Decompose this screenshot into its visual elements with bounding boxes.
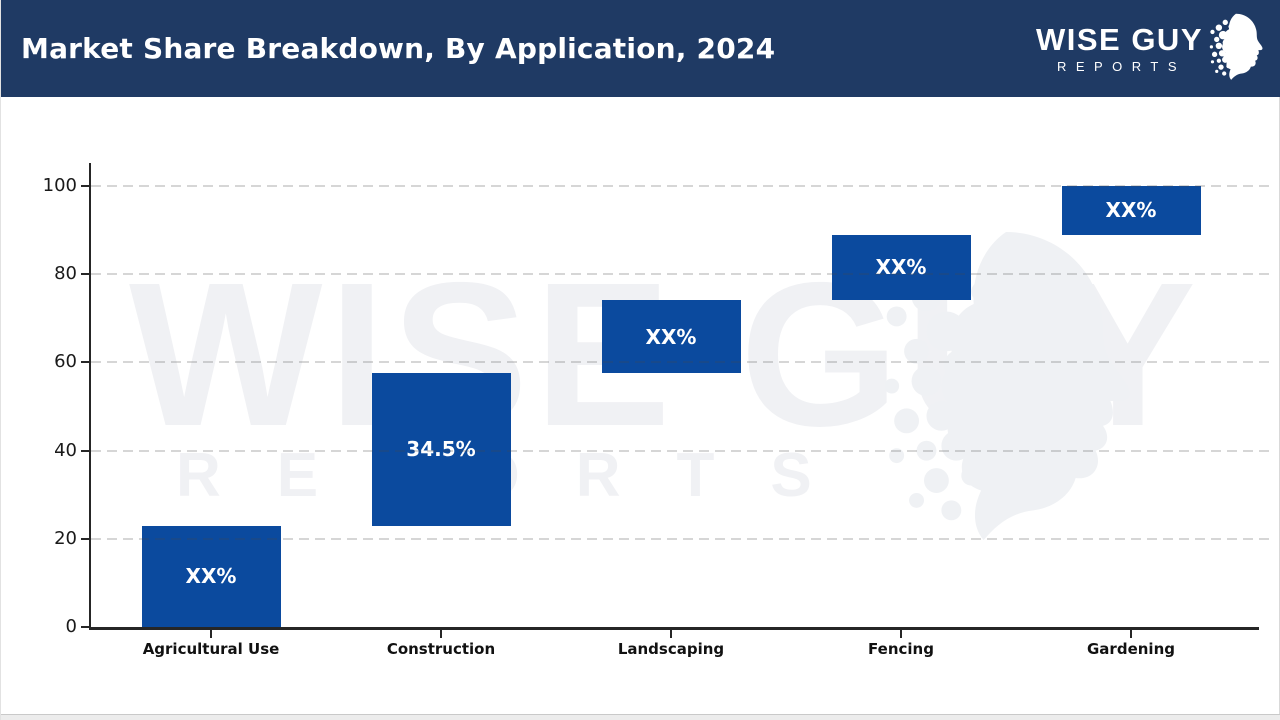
y-tick-60 xyxy=(81,361,89,364)
category-label-construction: Construction xyxy=(386,640,496,658)
bar-construction: 34.5% xyxy=(371,373,511,526)
bar-gardening: XX% xyxy=(1061,186,1201,235)
y-tick-80 xyxy=(81,273,89,276)
x-tick-construction xyxy=(440,630,442,638)
x-axis-line xyxy=(89,627,1259,630)
x-tick-landscaping xyxy=(670,630,672,638)
gridline-60 xyxy=(91,361,1273,364)
bar-label-landscaping: XX% xyxy=(645,324,697,349)
bar-label-gardening: XX% xyxy=(1105,198,1157,223)
y-tick-0 xyxy=(81,626,89,628)
logo-wordmark: WISE GUY xyxy=(1035,22,1203,58)
chart-title: Market Share Breakdown, By Application, … xyxy=(21,32,776,65)
gridline-80 xyxy=(91,273,1273,276)
bar-agricultural-use: XX% xyxy=(141,525,281,627)
bar-fencing: XX% xyxy=(831,234,971,300)
footer-divider xyxy=(1,714,1280,720)
gridline-20 xyxy=(91,537,1273,540)
y-axis-line xyxy=(89,163,91,630)
wiseguy-logo: WISE GUY REPORTS xyxy=(1036,8,1269,90)
x-tick-fencing xyxy=(900,630,902,638)
y-tick-20 xyxy=(81,537,89,540)
y-tick-label-20: 20 xyxy=(54,527,77,549)
y-tick-100 xyxy=(81,185,89,187)
wiseguy-logo-text: WISE GUY REPORTS xyxy=(1036,24,1203,74)
y-tick-label-100: 100 xyxy=(42,175,77,196)
category-label-agricultural-use: Agricultural Use xyxy=(142,640,280,658)
y-tick-label-0: 0 xyxy=(65,616,77,637)
logo-subtitle: REPORTS xyxy=(1056,58,1187,74)
header-banner: Market Share Breakdown, By Application, … xyxy=(1,0,1280,97)
y-tick-label-80: 80 xyxy=(54,263,77,285)
y-tick-label-40: 40 xyxy=(54,439,77,461)
category-label-fencing: Fencing xyxy=(868,640,934,658)
y-tick-label-60: 60 xyxy=(54,351,77,373)
category-label-gardening: Gardening xyxy=(1087,640,1175,658)
category-label-landscaping: Landscaping xyxy=(617,640,725,658)
x-tick-agricultural-use xyxy=(210,630,212,638)
bar-label-fencing: XX% xyxy=(875,255,927,280)
bar-label-construction: 34.5% xyxy=(406,437,476,462)
x-tick-gardening xyxy=(1130,630,1132,638)
y-tick-40 xyxy=(81,449,89,452)
bar-label-agricultural-use: XX% xyxy=(185,564,237,589)
wiseguy-face-icon xyxy=(1205,10,1269,88)
gridline-40 xyxy=(91,449,1273,452)
gridline-100 xyxy=(91,185,1273,187)
bar-landscaping: XX% xyxy=(601,299,741,374)
